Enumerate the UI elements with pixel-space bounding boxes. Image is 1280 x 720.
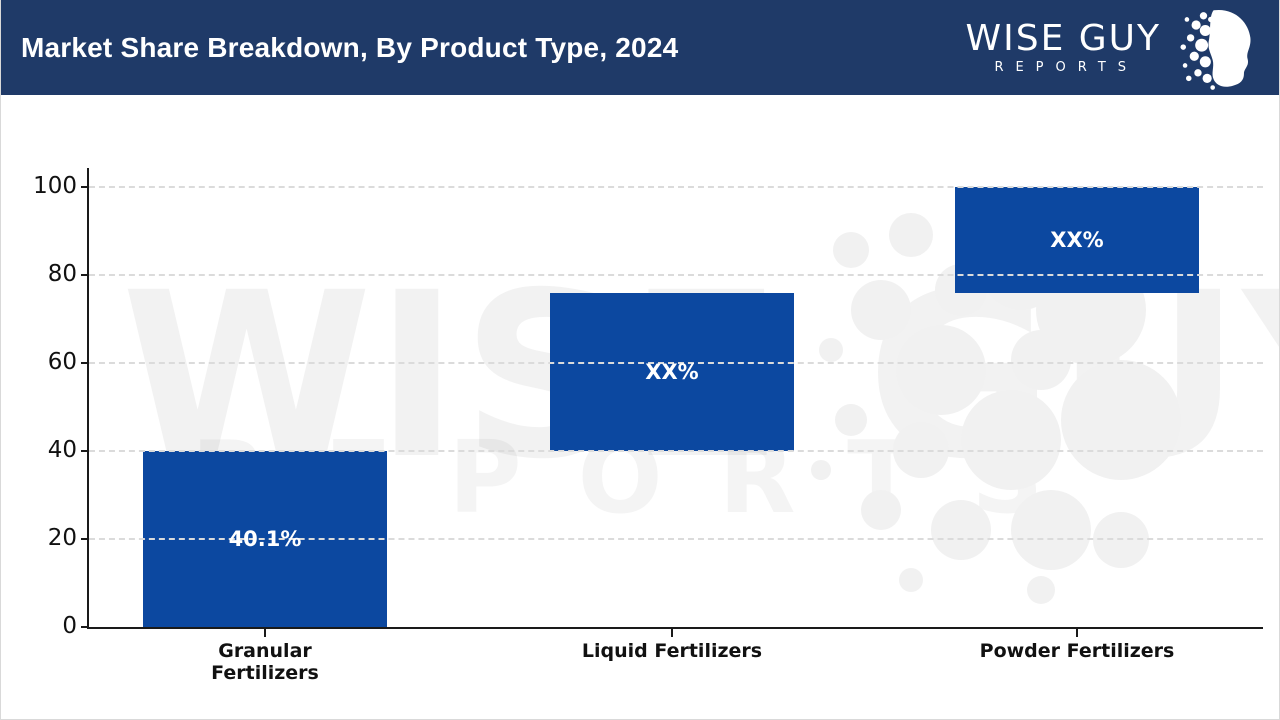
logo-text-line2: REPORTS (994, 60, 1139, 75)
bar-value-label: XX% (645, 360, 699, 384)
y-tick-mark (81, 626, 89, 628)
bar (550, 293, 794, 451)
y-tick-mark (81, 274, 89, 276)
y-tick-mark (81, 538, 89, 540)
logo-face-icon (1180, 9, 1251, 90)
bar-value-label: XX% (1050, 228, 1104, 253)
y-tick-mark (81, 186, 89, 188)
gridline (89, 538, 1263, 540)
y-tick-label: 20 (47, 525, 77, 551)
y-tick-label: 80 (47, 261, 77, 287)
y-tick-label: 40 (47, 437, 77, 463)
wiseguy-logo: WISE GUY REPORTS (966, 6, 1256, 90)
x-category-label: Granular Fertilizers (211, 640, 319, 685)
header-banner: Market Share Breakdown, By Product Type,… (1, 0, 1279, 95)
gridline (89, 274, 1263, 276)
x-tick-mark (671, 629, 673, 637)
page-title: Market Share Breakdown, By Product Type,… (21, 31, 679, 63)
gridline (89, 362, 1263, 364)
x-tick-mark (1076, 629, 1078, 637)
y-axis-spine (87, 168, 89, 629)
logo-text-line1: WISE GUY (965, 18, 1161, 59)
y-tick-mark (81, 362, 89, 364)
x-category-label: Powder Fertilizers (979, 640, 1175, 662)
x-tick-mark (264, 629, 266, 637)
gridline (89, 186, 1263, 188)
bar-value-label: 40.1% (228, 526, 302, 551)
y-tick-mark (81, 450, 89, 452)
y-tick-label: 60 (47, 349, 77, 375)
x-category-label: Liquid Fertilizers (581, 640, 763, 662)
y-tick-label: 0 (62, 613, 77, 639)
y-tick-label: 100 (33, 173, 77, 199)
x-axis-spine (87, 627, 1263, 629)
gridline (89, 450, 1263, 452)
